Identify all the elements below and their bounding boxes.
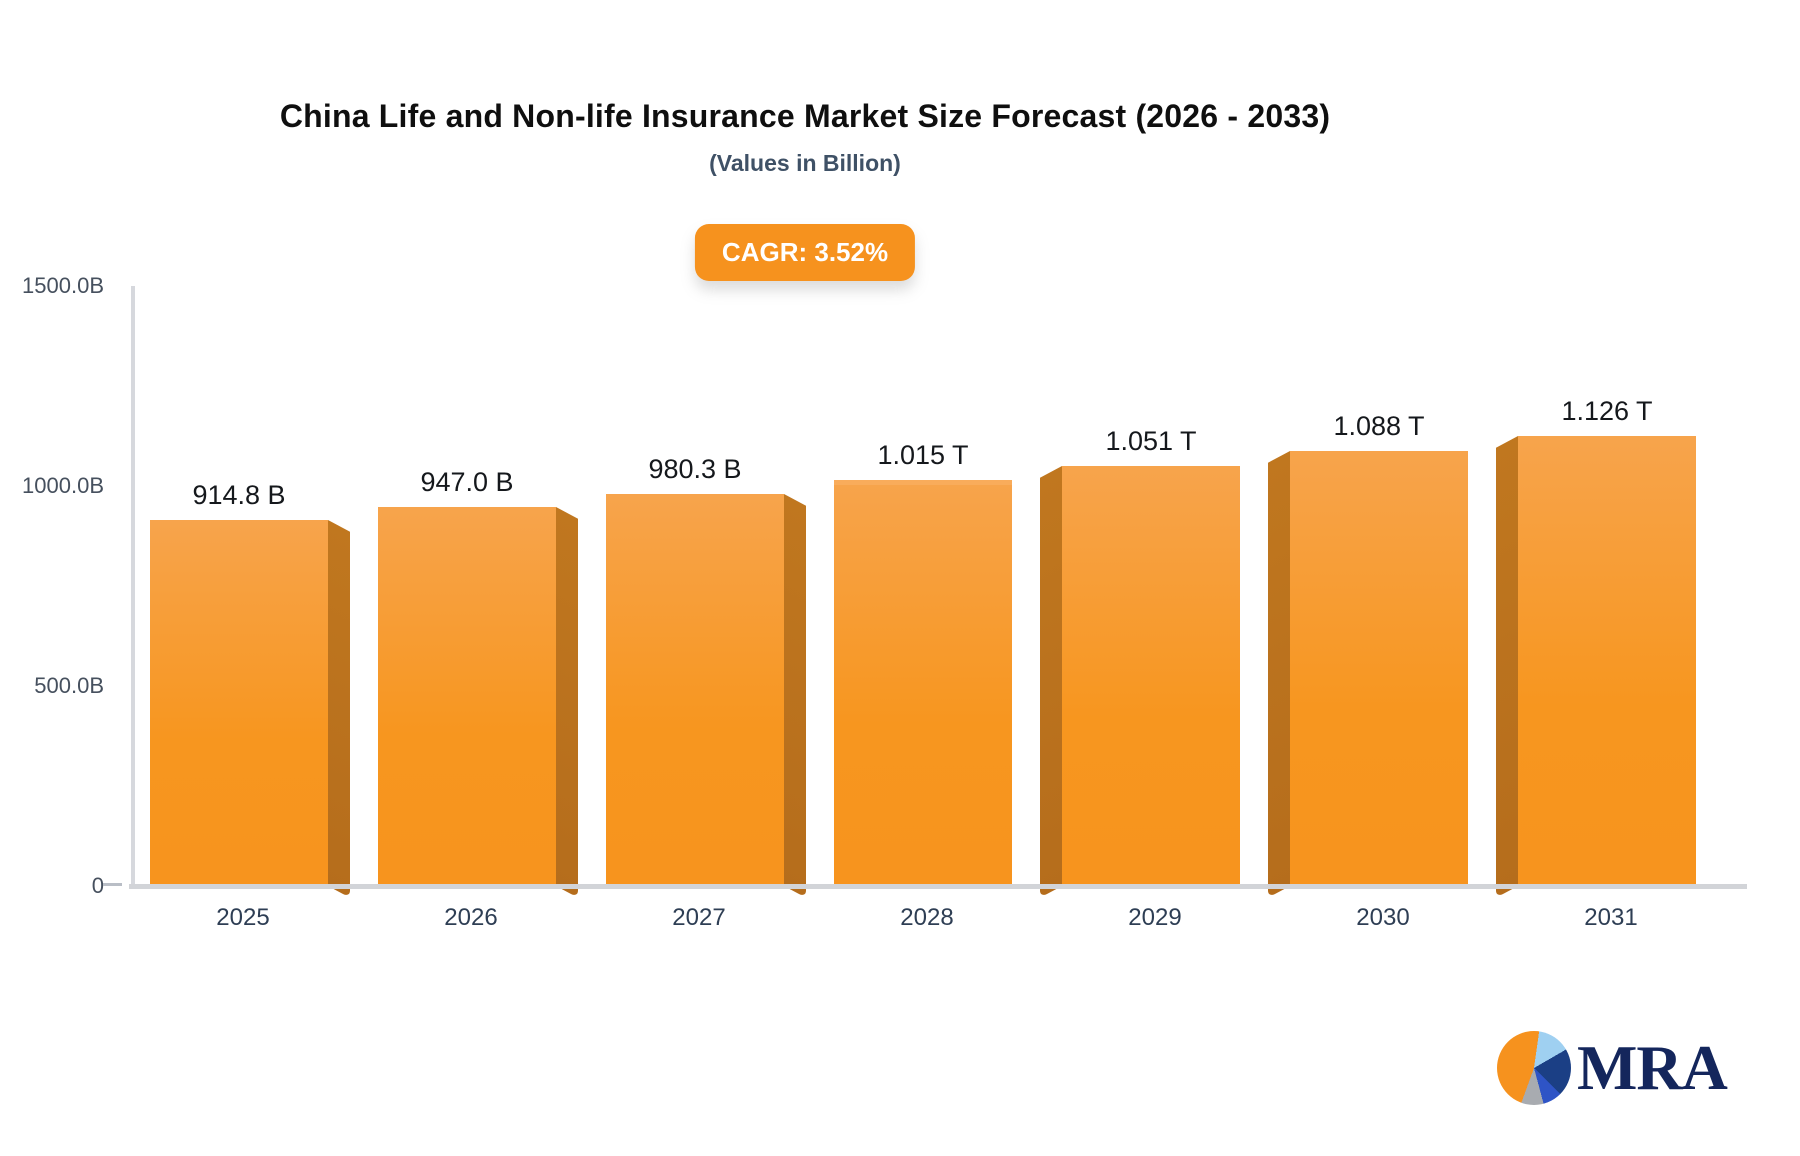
bar-2028 [834, 480, 1012, 886]
bar-value-label: 1.015 T [877, 440, 969, 470]
y-tick-label: 500.0B [34, 673, 104, 698]
bar-value-label: 980.3 B [648, 453, 742, 484]
mra-logo: MRA [1497, 1031, 1728, 1105]
bar-side-2025 [328, 520, 350, 898]
x-tick-label: 2029 [1128, 904, 1182, 931]
bar-2025 [150, 520, 328, 886]
y-axis-line [131, 286, 135, 886]
zero-tick-mark [103, 883, 122, 886]
bar-value-label: 1.126 T [1561, 395, 1653, 426]
bar-top-highlight [834, 480, 1012, 485]
x-tick-label: 2028 [900, 904, 954, 931]
mra-logo-text: MRA [1577, 1032, 1728, 1103]
y-tick-label: 1000.0B [22, 473, 104, 498]
cagr-badge-label: CAGR: 3.52% [721, 237, 889, 267]
bar-value-label: 1.051 T [1105, 425, 1197, 456]
bar-2031 [1518, 435, 1696, 886]
bar-side-2031 [1496, 435, 1518, 898]
chart-subtitle: (Values in Billion) [709, 150, 901, 176]
x-tick-label: 2026 [444, 904, 498, 931]
x-tick-label: 2027 [672, 904, 726, 931]
y-tick-label: 0 [91, 873, 104, 898]
bar-side-2029 [1040, 465, 1062, 898]
pie-chart-icon [1497, 1031, 1571, 1105]
bar-side-2027 [784, 493, 806, 898]
bar-2026 [378, 507, 556, 886]
chart-title: China Life and Non-life Insurance Market… [279, 98, 1331, 134]
cagr-badge: CAGR: 3.52% [694, 224, 916, 281]
bar-2030 [1290, 450, 1468, 886]
bar-2027 [606, 493, 784, 886]
x-tick-label: 2031 [1584, 904, 1638, 931]
y-tick-label: 1500.0B [22, 273, 104, 298]
x-tick-label: 2025 [216, 904, 270, 931]
bar-side-2030 [1268, 450, 1290, 898]
bar-value-label: 1.088 T [1333, 410, 1425, 441]
bar-value-label: 947.0 B [420, 467, 514, 498]
x-tick-label: 2030 [1356, 904, 1410, 931]
bar-side-2026 [556, 507, 578, 898]
x-axis-line [129, 884, 1747, 889]
bar-2029 [1062, 465, 1240, 886]
bar-value-label: 914.8 B [192, 480, 286, 511]
